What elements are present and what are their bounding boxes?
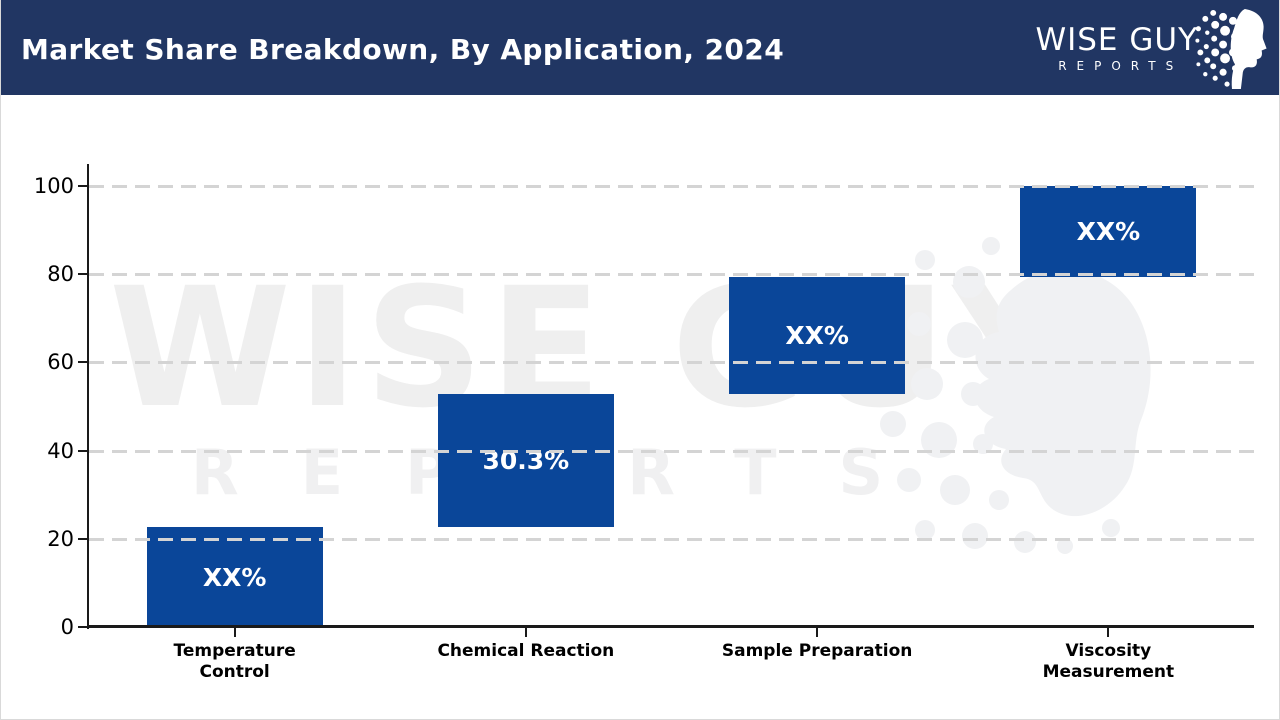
- x-category-label-sample-preparation: Sample Preparation: [687, 641, 947, 662]
- x-axis-tick: [816, 628, 819, 637]
- wiseguy-head-icon: [1195, 8, 1267, 90]
- y-axis-tick: [78, 361, 88, 364]
- bar-sample-preparation: XX%: [729, 277, 906, 394]
- y-tick-label: 60: [47, 350, 74, 375]
- logo-reports-label: REPORTS: [1058, 59, 1184, 73]
- x-axis-tick: [1107, 628, 1110, 637]
- x-axis-tick: [524, 628, 527, 637]
- header-bar: Market Share Breakdown, By Application, …: [1, 0, 1279, 95]
- y-tick-label: 40: [47, 438, 74, 463]
- gridline: [89, 185, 1254, 188]
- bar-value-label-sample-preparation: XX%: [785, 320, 849, 350]
- y-axis-tick: [78, 626, 88, 628]
- x-axis-tick: [233, 628, 236, 637]
- y-tick-label: 20: [47, 526, 74, 551]
- wise-guy-reports-logo: WISE GUY REPORTS: [1035, 6, 1274, 90]
- x-category-line: Temperature: [173, 641, 296, 661]
- bar-value-label-temperature-control: XX%: [202, 562, 267, 592]
- bar-chemical-reaction: 30.3%: [437, 393, 614, 528]
- gridline: [89, 537, 1254, 541]
- y-tick-label: 100: [33, 174, 74, 198]
- page-title: Market Share Breakdown, By Application, …: [21, 33, 785, 66]
- bar-value-label-viscosity-measurement: XX%: [1076, 217, 1141, 247]
- gridline: [89, 273, 1254, 277]
- gridline: [89, 449, 1254, 453]
- x-category-line: Viscosity: [1065, 641, 1152, 661]
- logo-wiseguy-label: WISE GUY: [1035, 22, 1198, 58]
- y-tick-label: 0: [60, 615, 74, 639]
- logo-text: WISE GUY REPORTS: [1035, 23, 1198, 73]
- x-category-line: Control: [199, 662, 270, 682]
- bar-temperature-control: XX%: [146, 527, 323, 627]
- bar-viscosity-measurement: XX%: [1020, 186, 1197, 278]
- x-category-label-temperature-control: Temperature Control: [105, 641, 365, 683]
- y-axis-spine: [87, 164, 89, 629]
- y-axis-tick: [78, 273, 88, 276]
- x-category-line: Sample Preparation: [721, 641, 913, 661]
- gridline: [89, 361, 1254, 365]
- x-category-label-viscosity-measurement: Viscosity Measurement: [978, 641, 1238, 683]
- x-category-label-chemical-reaction: Chemical Reaction: [396, 641, 656, 662]
- y-axis-tick: [78, 537, 88, 540]
- y-axis-tick: [78, 449, 88, 452]
- x-category-line: Chemical Reaction: [437, 641, 615, 661]
- x-category-line: Measurement: [1042, 662, 1175, 682]
- y-tick-label: 80: [47, 262, 74, 287]
- y-axis-tick: [78, 185, 88, 187]
- x-axis-line: [87, 625, 1254, 628]
